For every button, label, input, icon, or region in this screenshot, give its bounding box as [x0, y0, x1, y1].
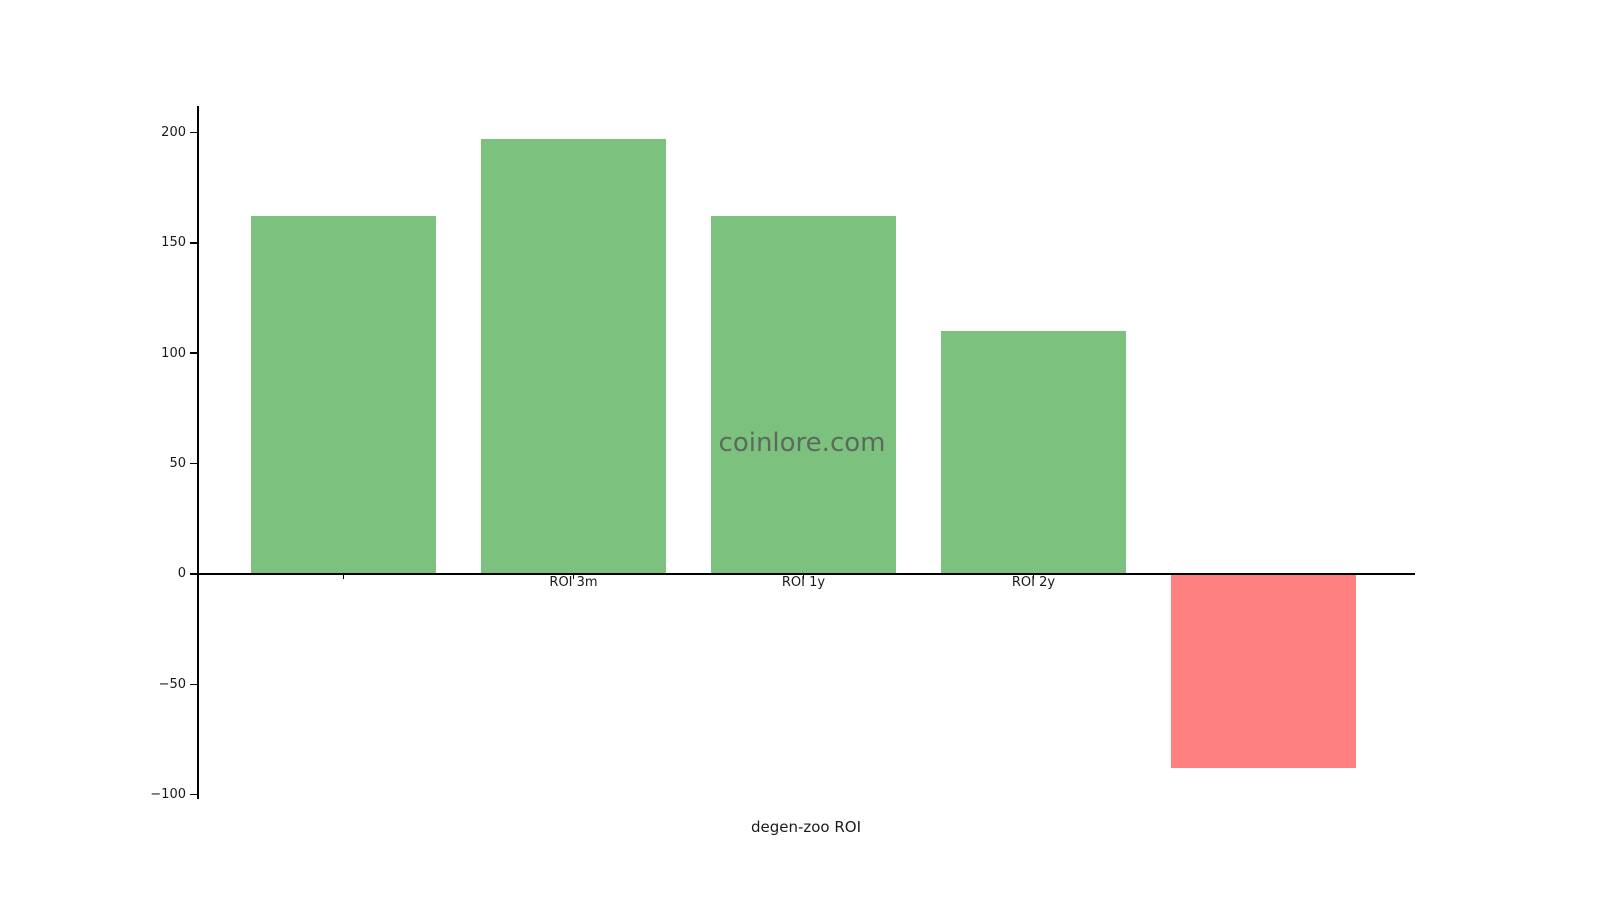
y-tick-label: 150	[161, 235, 186, 251]
bar	[1171, 573, 1356, 769]
x-tick	[342, 573, 345, 580]
y-tick	[190, 573, 197, 575]
y-tick-label: −100	[150, 787, 186, 803]
bar	[481, 139, 666, 574]
x-axis-title: degen-zoo ROI	[750, 818, 862, 836]
x-tick-label: ROI 2y	[1011, 574, 1056, 590]
bar	[711, 216, 896, 574]
x-tick-label: ROI 3m	[549, 574, 598, 590]
y-tick-label: 50	[169, 456, 186, 472]
bar	[941, 331, 1126, 574]
x-tick-label: ROI 1y	[781, 574, 826, 590]
y-tick-label: 100	[161, 345, 186, 361]
y-tick-label: −50	[158, 676, 186, 692]
y-tick-label: 0	[177, 566, 186, 582]
y-tick	[190, 683, 197, 685]
y-tick-label: 200	[161, 124, 186, 140]
y-tick	[190, 131, 197, 134]
y-tick	[190, 242, 197, 244]
y-tick	[190, 793, 197, 796]
y-tick	[190, 462, 197, 465]
bar	[251, 216, 436, 574]
y-axis-line	[197, 106, 199, 799]
x-tick	[802, 573, 805, 580]
y-tick	[190, 352, 197, 354]
x-tick	[1032, 573, 1035, 580]
x-axis-zero-line	[197, 573, 1415, 575]
watermark-text: coinlore.com	[718, 428, 886, 458]
x-tick	[572, 573, 575, 580]
